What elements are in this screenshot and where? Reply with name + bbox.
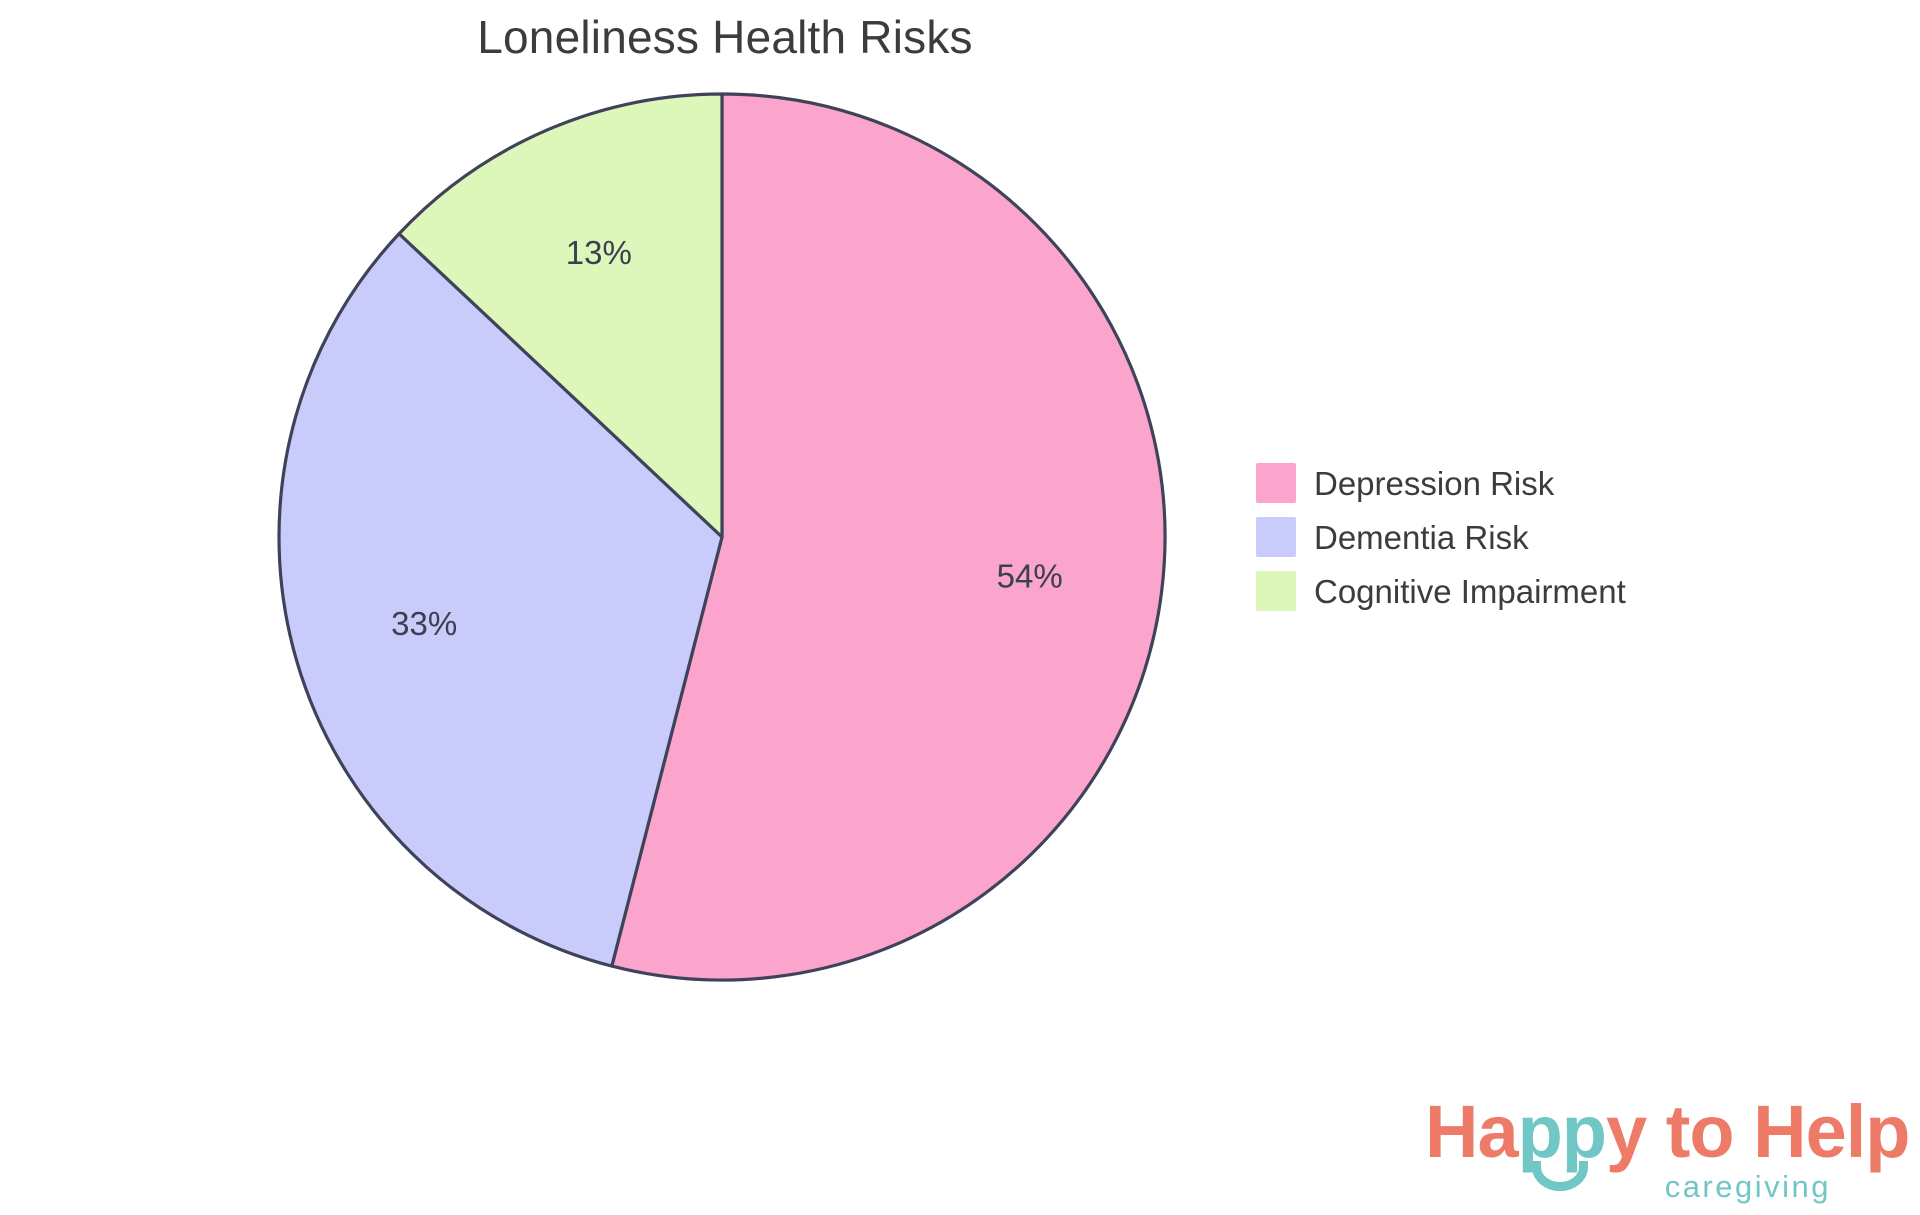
logo-letter-h: H [1425, 1090, 1478, 1173]
logo-letter-y: y [1606, 1090, 1647, 1173]
pie-chart-svg: 54% 33% 13% [277, 92, 1167, 982]
pie-slice[interactable] [277, 232, 724, 968]
legend-label-cognitive-impairment: Cognitive Impairment [1314, 572, 1626, 610]
pie-slice[interactable] [610, 92, 1167, 982]
logo-letters-pp: pp [1517, 1090, 1607, 1173]
brand-logo: Happy to Help caregiving [1425, 1095, 1911, 1205]
legend-swatch-cognitive-impairment [1256, 571, 1296, 611]
pie-slice-group [277, 92, 1167, 982]
legend-label-depression-risk: Depression Risk [1314, 464, 1555, 502]
pie-chart: 54% 33% 13% [270, 85, 1174, 989]
logo-wordmark: Happy to Help [1425, 1095, 1911, 1169]
legend-item-dementia-risk[interactable]: Dementia Risk [1256, 515, 1626, 559]
legend-item-depression-risk[interactable]: Depression Risk [1256, 461, 1626, 505]
page-title: Loneliness Health Risks [477, 11, 973, 63]
legend-label-dementia-risk: Dementia Risk [1314, 518, 1529, 556]
logo-tagline: caregiving [1664, 1169, 1831, 1204]
legend-item-cognitive-impairment[interactable]: Cognitive Impairment [1256, 569, 1626, 613]
pie-slice-value-label: 33% [391, 605, 457, 642]
logo-letter-a: a [1477, 1090, 1518, 1173]
pie-slice-value-label: 54% [997, 557, 1063, 594]
pie-slice-value-label: 13% [566, 234, 632, 271]
pie-slice[interactable] [397, 92, 724, 539]
smile-arc-icon [1532, 1161, 1588, 1191]
logo-word-to: to [1646, 1090, 1754, 1173]
pie-slice-label-group: 54% 33% 13% [391, 234, 1063, 642]
legend-swatch-dementia-risk [1256, 517, 1296, 557]
logo-word-help: Help [1753, 1090, 1910, 1173]
chart-legend: Depression Risk Dementia Risk Cognitive … [1256, 461, 1626, 613]
legend-swatch-depression-risk [1256, 463, 1296, 503]
